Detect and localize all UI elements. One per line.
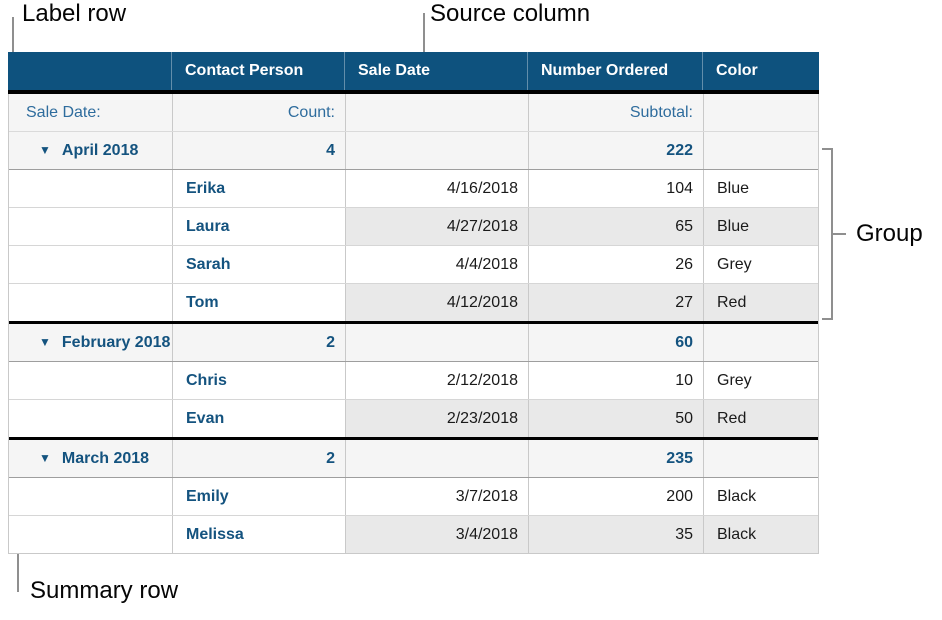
cell-sale-date[interactable]: 4/16/2018 <box>346 170 529 207</box>
cell-color[interactable]: Grey <box>717 255 752 273</box>
cell-contact[interactable]: Emily <box>173 478 346 515</box>
data-row: Chris 2/12/2018 10 Grey <box>9 362 818 400</box>
summary-empty-cell[interactable] <box>704 132 818 169</box>
cell-sale-date[interactable]: 4/4/2018 <box>346 246 529 283</box>
cell-number-ordered[interactable]: 104 <box>529 170 704 207</box>
cell-blank[interactable] <box>9 362 173 399</box>
label-cell-empty[interactable] <box>704 94 818 131</box>
cell-contact[interactable]: Laura <box>173 208 346 245</box>
disclosure-triangle-icon[interactable]: ▼ <box>39 450 51 465</box>
cell-sale-date[interactable]: 3/7/2018 <box>346 478 529 515</box>
callout-line-source-column <box>423 13 425 52</box>
summary-row-march: ▼ March 2018 2 235 <box>9 440 818 478</box>
header-cell-sale-date[interactable]: Sale Date <box>345 52 528 90</box>
group-subtotal-cell[interactable]: 235 <box>529 440 704 477</box>
group-count-cell[interactable]: 2 <box>173 440 346 477</box>
summary-empty-cell[interactable] <box>346 132 529 169</box>
summary-group-cell[interactable]: ▼ February 2018 <box>9 324 173 361</box>
data-row: Tom 4/12/2018 27 Red <box>9 284 818 324</box>
cell-color[interactable]: Red <box>704 400 818 437</box>
cell-blank[interactable] <box>9 170 173 207</box>
group-subtotal-cell[interactable]: 60 <box>529 324 704 361</box>
cell-number-ordered[interactable]: 50 <box>529 400 704 437</box>
cell-sale-date[interactable]: 2/12/2018 <box>346 362 529 399</box>
summary-empty-cell[interactable] <box>704 324 818 361</box>
data-row: Erika 4/16/2018 104 Blue <box>9 170 818 208</box>
cell-contact[interactable]: Sarah <box>173 246 346 283</box>
cell-contact[interactable]: Tom <box>173 284 346 321</box>
annotation-summary-row: Summary row <box>30 577 179 604</box>
label-cell-subtotal[interactable]: Subtotal: <box>529 94 704 131</box>
annotation-group: Group <box>856 220 923 247</box>
cell-color[interactable]: Black <box>717 487 757 505</box>
header-row: Contact Person Sale Date Number Ordered … <box>8 52 819 94</box>
annotation-label-row: Label row <box>22 0 127 27</box>
data-row: Emily 3/7/2018 200 Black <box>9 478 818 516</box>
cell-number-ordered[interactable]: 35 <box>529 516 704 553</box>
summary-empty-cell[interactable] <box>704 440 818 477</box>
cell-blank[interactable] <box>9 400 173 437</box>
cell-contact[interactable]: Erika <box>173 170 346 207</box>
cell-contact[interactable]: Chris <box>173 362 346 399</box>
cell-color[interactable]: Black <box>704 516 818 553</box>
label-cell-category[interactable]: Sale Date: <box>9 94 173 131</box>
group-name: March 2018 <box>61 449 150 467</box>
cell-blank[interactable] <box>9 478 173 515</box>
cell-color[interactable]: Blue <box>717 179 750 197</box>
group-bracket-tick <box>833 233 846 235</box>
cell-number-ordered[interactable]: 65 <box>529 208 704 245</box>
cell-contact[interactable]: Evan <box>173 400 346 437</box>
cell-number-ordered[interactable]: 26 <box>529 246 704 283</box>
header-cell-color[interactable]: Color <box>716 62 758 79</box>
group-bracket-vertical <box>831 148 833 320</box>
summary-empty-cell[interactable] <box>346 440 529 477</box>
cell-number-ordered[interactable]: 27 <box>529 284 704 321</box>
cell-number-ordered[interactable]: 200 <box>529 478 704 515</box>
label-row: Sale Date: Count: Subtotal: <box>9 94 818 132</box>
summary-row-february: ▼ February 2018 2 60 <box>9 324 818 362</box>
annotation-source-column: Source column <box>430 0 591 27</box>
data-row: Evan 2/23/2018 50 Red <box>9 400 818 440</box>
label-cell-empty[interactable] <box>346 94 529 131</box>
cell-color[interactable]: Blue <box>704 208 818 245</box>
cell-contact[interactable]: Melissa <box>173 516 346 553</box>
data-row: Melissa 3/4/2018 35 Black <box>9 516 818 554</box>
group-count-cell[interactable]: 4 <box>173 132 346 169</box>
summary-group-cell[interactable]: ▼ March 2018 <box>9 440 173 477</box>
data-row: Sarah 4/4/2018 26 Grey <box>9 246 818 284</box>
group-subtotal-cell[interactable]: 222 <box>529 132 704 169</box>
summary-empty-cell[interactable] <box>346 324 529 361</box>
label-cell-count[interactable]: Count: <box>173 94 346 131</box>
cell-color[interactable]: Red <box>704 284 818 321</box>
cell-blank[interactable] <box>9 516 173 553</box>
header-cell-contact-person[interactable]: Contact Person <box>172 52 345 90</box>
cell-sale-date[interactable]: 2/23/2018 <box>346 400 529 437</box>
cell-blank[interactable] <box>9 246 173 283</box>
header-cell-number-ordered[interactable]: Number Ordered <box>528 52 703 90</box>
group-bracket-bottom-arm <box>822 318 833 320</box>
header-cell-blank[interactable] <box>8 52 172 90</box>
cell-sale-date[interactable]: 3/4/2018 <box>346 516 529 553</box>
cell-sale-date[interactable]: 4/27/2018 <box>346 208 529 245</box>
cell-number-ordered[interactable]: 10 <box>529 362 704 399</box>
group-count-cell[interactable]: 2 <box>173 324 346 361</box>
cell-blank[interactable] <box>9 208 173 245</box>
table-body: Sale Date: Count: Subtotal: ▼ April 2018… <box>8 94 819 554</box>
group-bracket-top-arm <box>822 148 833 150</box>
cell-blank[interactable] <box>9 284 173 321</box>
group-name: April 2018 <box>61 141 139 159</box>
summary-group-cell[interactable]: ▼ April 2018 <box>9 132 173 169</box>
disclosure-triangle-icon[interactable]: ▼ <box>39 142 51 157</box>
summary-row-april: ▼ April 2018 4 222 <box>9 132 818 170</box>
cell-color[interactable]: Grey <box>717 371 752 389</box>
categorized-table: Contact Person Sale Date Number Ordered … <box>8 52 819 554</box>
data-row: Laura 4/27/2018 65 Blue <box>9 208 818 246</box>
disclosure-triangle-icon[interactable]: ▼ <box>39 334 51 349</box>
cell-sale-date[interactable]: 4/12/2018 <box>346 284 529 321</box>
group-name: February 2018 <box>61 333 171 351</box>
